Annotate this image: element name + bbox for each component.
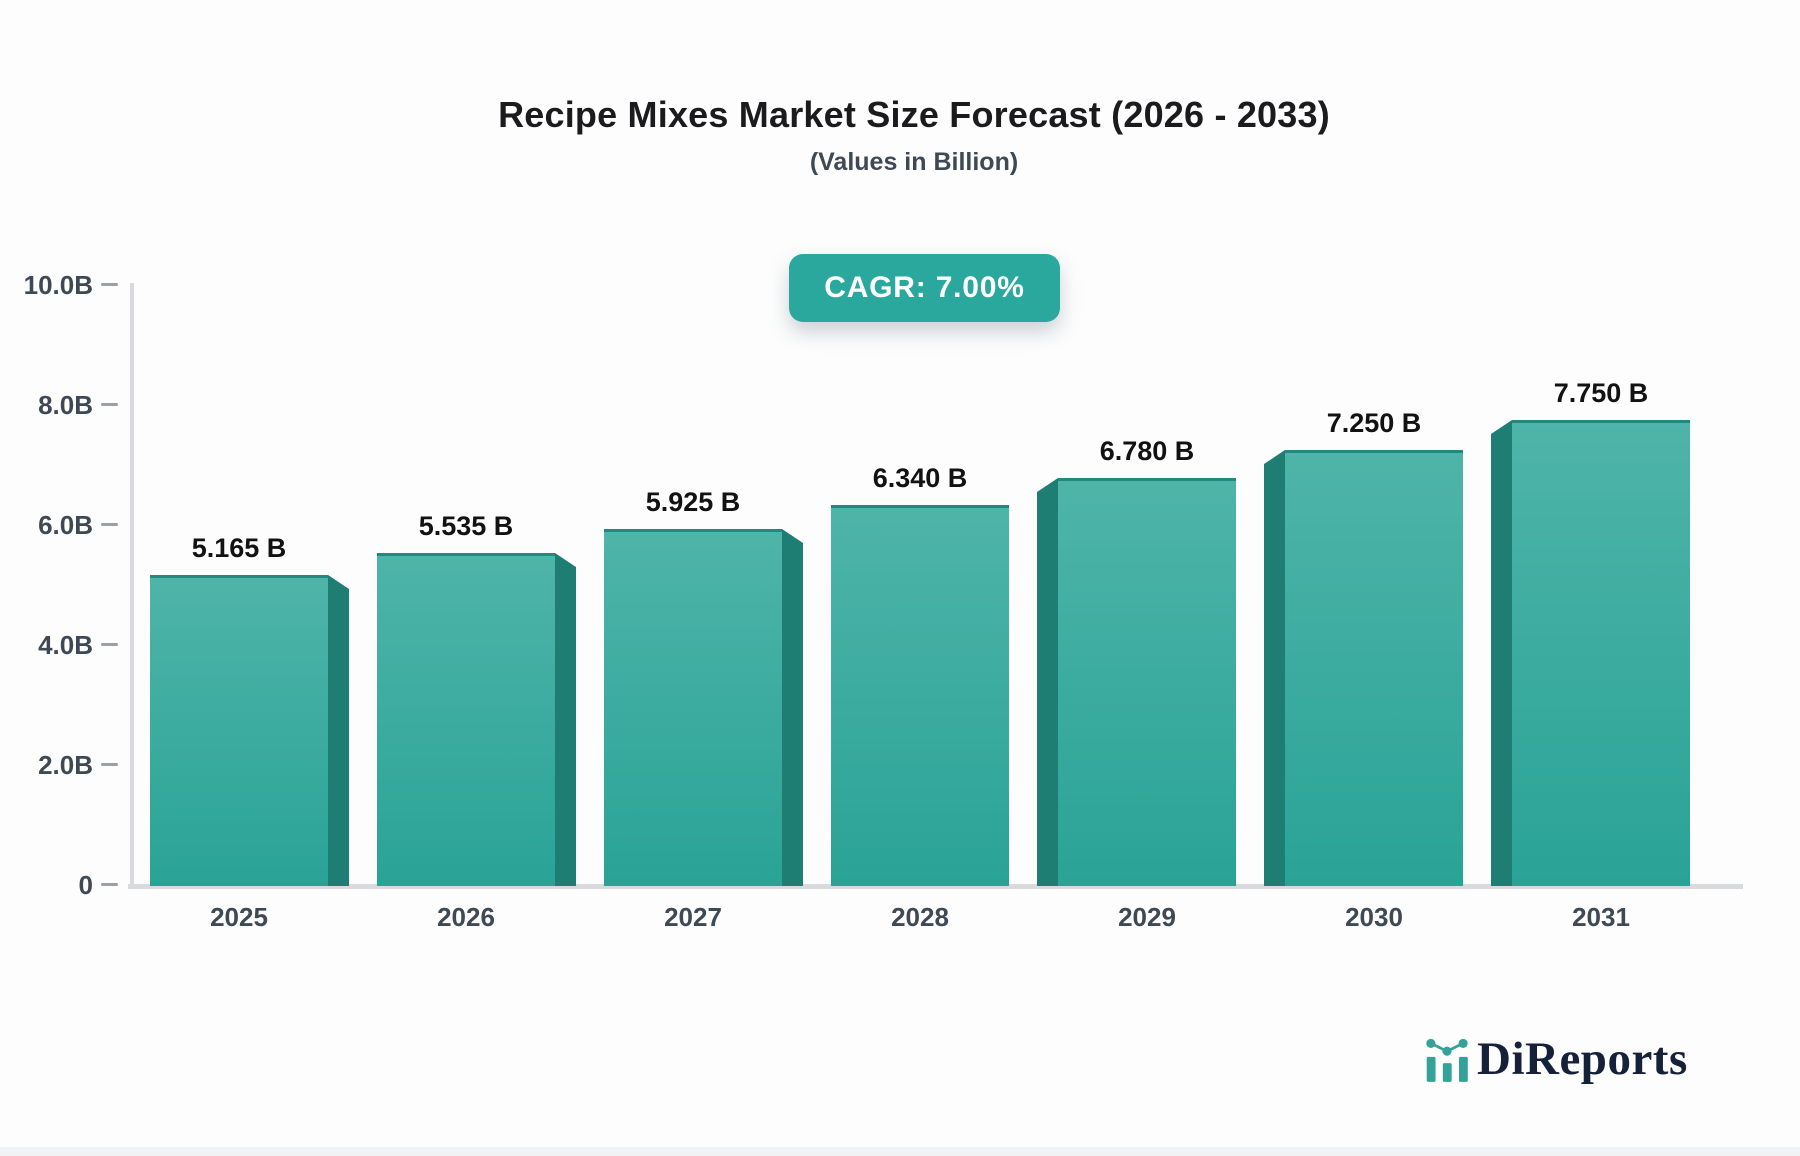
bar-value-label: 6.340 B <box>872 463 968 493</box>
y-axis-tick <box>101 643 118 646</box>
brand-logo: DiReports <box>1425 1033 1688 1085</box>
bottom-edge-strip <box>0 1147 1800 1156</box>
y-axis-label: 8.0B <box>38 390 93 420</box>
bar-side-3d <box>555 553 576 886</box>
x-axis-baseline <box>128 884 1743 889</box>
bar-value-label: 6.780 B <box>1099 436 1195 466</box>
bar-2027 <box>604 529 782 886</box>
y-axis-tick <box>101 403 118 406</box>
cagr-badge: CAGR: 7.00% <box>789 254 1060 322</box>
x-axis-label: 2029 <box>1118 902 1176 932</box>
bar-chart-logo-icon <box>1426 1038 1468 1082</box>
x-axis-label: 2031 <box>1572 902 1630 932</box>
bar-value-label: 7.750 B <box>1553 378 1649 408</box>
y-axis-tick <box>101 763 118 766</box>
x-axis-label: 2027 <box>664 902 722 932</box>
y-axis-label: 6.0B <box>38 510 93 540</box>
y-axis-label: 2.0B <box>38 750 93 780</box>
bar-side-3d <box>328 575 349 886</box>
bar-2029 <box>1058 478 1236 886</box>
bar-value-label: 5.535 B <box>418 511 514 541</box>
chart-subtitle: (Values in Billion) <box>809 148 1019 176</box>
y-axis-tick <box>101 283 118 286</box>
bar-2025 <box>150 575 328 886</box>
bar-side-3d <box>1264 450 1285 886</box>
cagr-badge-label: CAGR: 7.00% <box>824 271 1025 304</box>
bar-value-label: 5.925 B <box>645 487 741 517</box>
bar-2031 <box>1512 420 1690 886</box>
y-axis-label: 0 <box>78 870 93 900</box>
bar-side-3d <box>1491 420 1512 886</box>
y-axis-label: 4.0B <box>38 630 93 660</box>
bar-2026 <box>377 553 555 886</box>
y-axis-line <box>130 283 134 889</box>
y-axis-tick <box>101 523 118 526</box>
bar-2028 <box>831 505 1009 886</box>
bar-side-3d <box>782 529 803 886</box>
bar-side-3d <box>1037 478 1058 886</box>
bar-value-label: 7.250 B <box>1326 408 1422 438</box>
x-axis-label: 2025 <box>210 902 268 932</box>
bar-2030 <box>1285 450 1463 886</box>
x-axis-label: 2030 <box>1345 902 1403 932</box>
y-axis-tick <box>101 883 118 886</box>
bar-value-label: 5.165 B <box>191 533 287 563</box>
x-axis-label: 2028 <box>891 902 949 932</box>
brand-logo-text: DiReports <box>1477 1033 1688 1085</box>
chart-title: Recipe Mixes Market Size Forecast (2026 … <box>498 94 1330 135</box>
y-axis-label: 10.0B <box>23 270 93 300</box>
x-axis-label: 2026 <box>437 902 495 932</box>
